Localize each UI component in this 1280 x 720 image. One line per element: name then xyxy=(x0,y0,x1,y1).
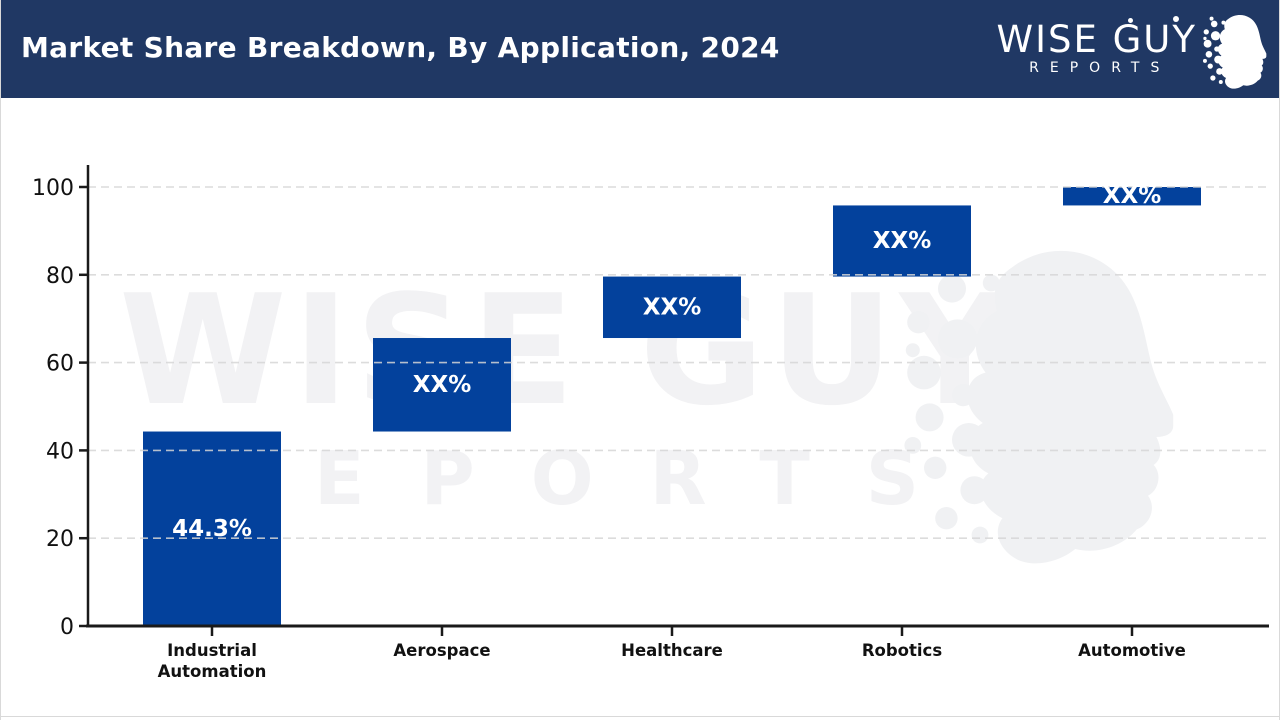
y-tick-label: 60 xyxy=(46,352,74,377)
logo-subtext: REPORTS xyxy=(1029,60,1171,76)
bar-value-label: 44.3% xyxy=(172,516,252,542)
wiseguy-logo: WISE GUY REPORTS xyxy=(997,8,1267,90)
y-tick-label: 80 xyxy=(46,264,74,289)
logo-wordmark: WISE GUY xyxy=(996,18,1197,61)
bar-industrial-automation xyxy=(143,431,281,626)
bar-value-label: XX% xyxy=(643,294,702,320)
logo-head-icon xyxy=(1202,15,1267,89)
bar-value-label: XX% xyxy=(873,228,932,254)
bar-value-label: XX% xyxy=(413,372,472,398)
bar-automotive xyxy=(1063,187,1201,206)
bar-robotics xyxy=(833,205,971,277)
x-category-label-robotics: Robotics xyxy=(862,641,943,660)
x-category-label-industrial-automation: Industrial Automation xyxy=(158,641,267,681)
y-tick-label: 0 xyxy=(60,615,74,640)
x-category-label-aerospace: Aerospace xyxy=(393,641,490,660)
y-tick-label: 100 xyxy=(32,176,74,201)
y-tick-label: 20 xyxy=(46,527,74,552)
x-category-label-healthcare: Healthcare xyxy=(621,641,723,660)
x-category-label-automotive: Automotive xyxy=(1078,641,1186,660)
logo-accent-dot xyxy=(1128,18,1133,23)
page-title: Market Share Breakdown, By Application, … xyxy=(21,30,780,64)
page-bottom-border xyxy=(1,716,1279,717)
logo-text: WISE GUY REPORTS xyxy=(996,16,1197,76)
bar-aerospace xyxy=(373,338,511,432)
bar-value-label: XX% xyxy=(1103,183,1162,209)
y-tick-label: 40 xyxy=(46,439,74,464)
bar-healthcare xyxy=(603,276,741,339)
watermark-wordmark: WISE GUY xyxy=(119,262,1016,439)
logo-accent-dot xyxy=(1173,16,1179,22)
header-bar: Market Share Breakdown, By Application, … xyxy=(1,0,1279,98)
